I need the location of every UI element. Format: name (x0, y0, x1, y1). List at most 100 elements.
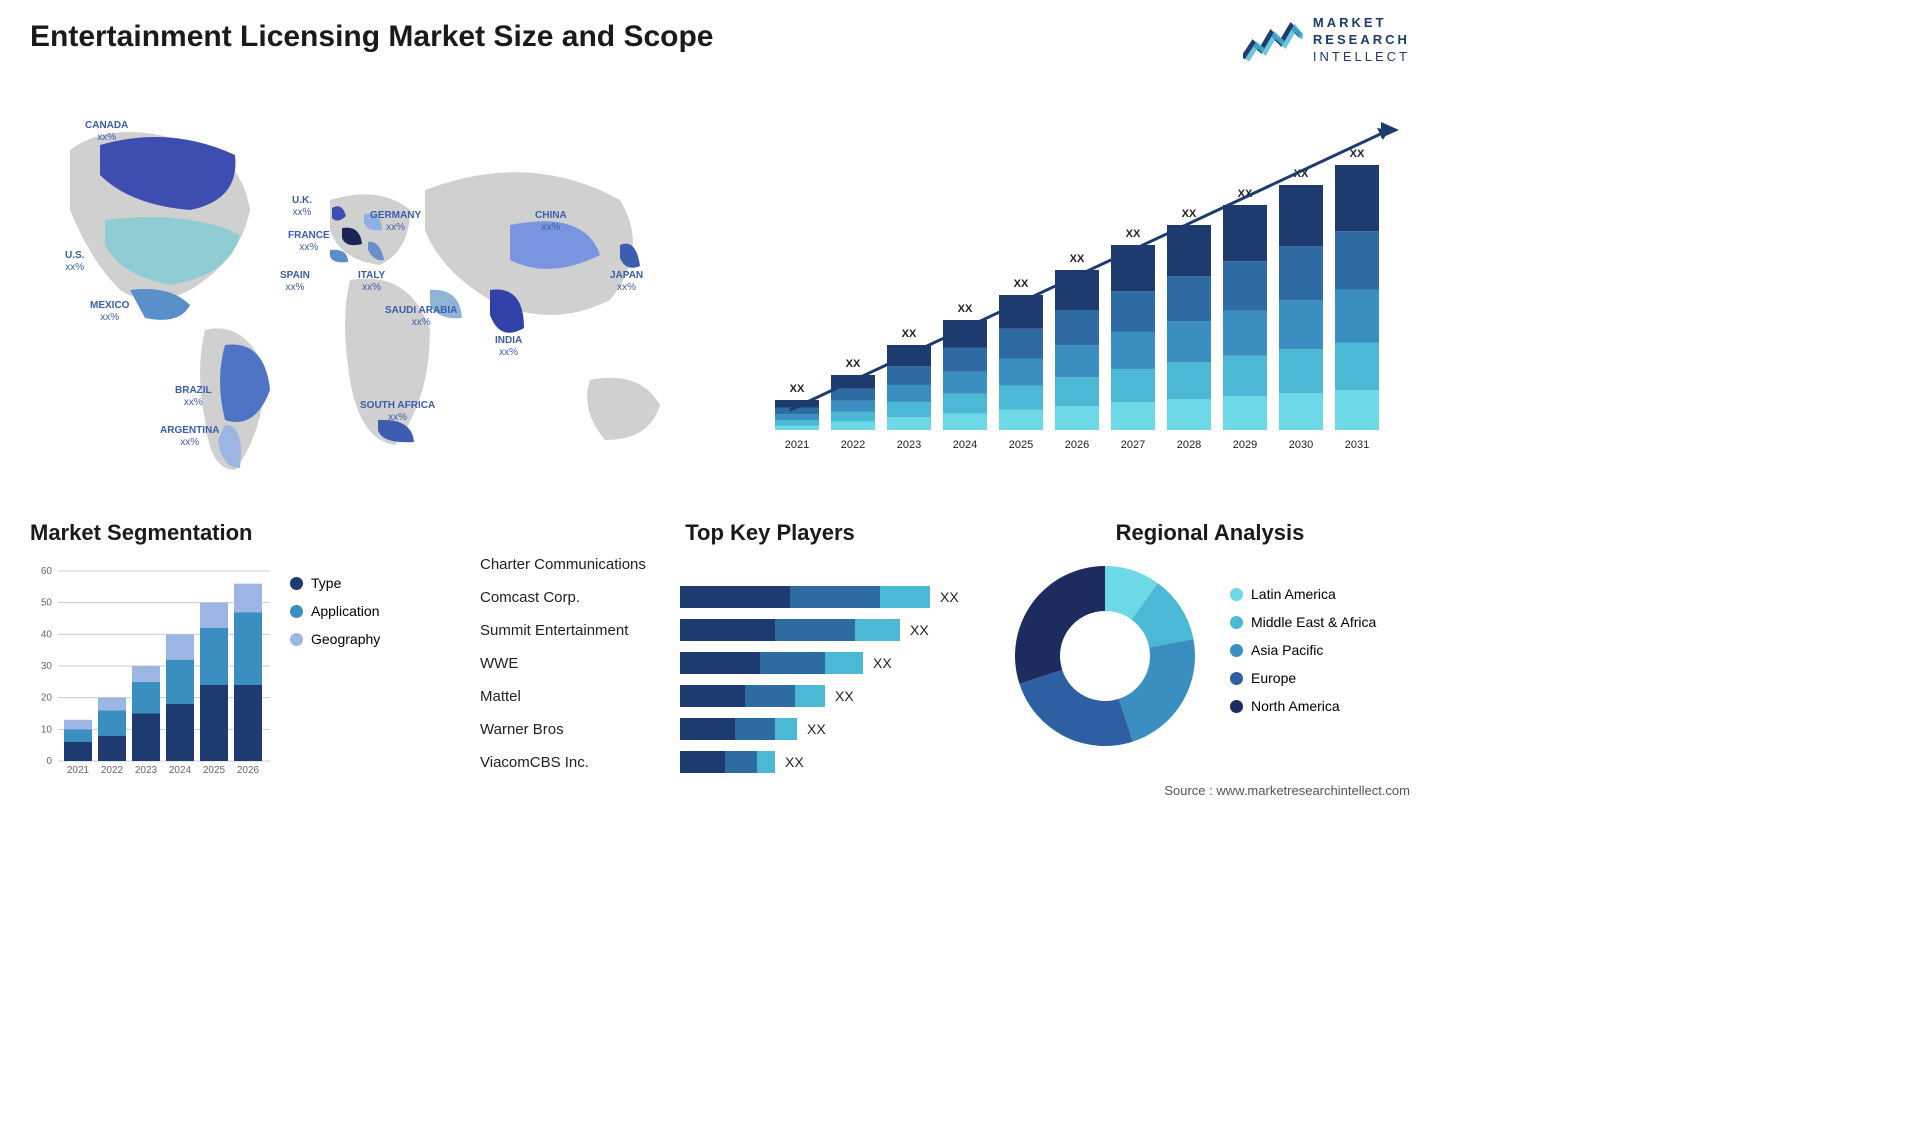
segmentation-svg: 0 10 20 30 40 50 60 2021 2022 2023 2024 2025 2026 (30, 561, 270, 781)
svg-text:XX: XX (1350, 148, 1365, 160)
regional-section: Regional Analysis Latin America Middle Ea… (1010, 520, 1410, 751)
map-label: BRAZILxx% (175, 385, 212, 409)
player-row: Charter Communications (480, 549, 980, 579)
segmentation-legend: Type Application Geography (290, 575, 380, 659)
map-label: JAPANxx% (610, 270, 643, 294)
growth-svg: XX 2021 XX 2022 XX 2023 XX 2024 XX 2025 XX 2026 XX 20… (760, 100, 1400, 470)
map-label: CHINAxx% (535, 210, 567, 234)
svg-text:2022: 2022 (841, 439, 865, 451)
player-name: ViacomCBS Inc. (480, 754, 680, 771)
map-label: GERMANYxx% (370, 210, 421, 234)
svg-text:20: 20 (41, 693, 53, 704)
player-row: Summit Entertainment XX (480, 615, 980, 645)
svg-text:XX: XX (1182, 208, 1197, 220)
svg-text:XX: XX (958, 303, 973, 315)
player-name: Summit Entertainment (480, 622, 680, 639)
svg-text:2025: 2025 (203, 765, 226, 776)
segmentation-section: Market Segmentation 0 10 20 30 40 50 60 2021 202… (30, 520, 450, 781)
svg-text:2027: 2027 (1121, 439, 1145, 451)
map-label: ARGENTINAxx% (160, 425, 219, 449)
growth-bar-chart: XX 2021 XX 2022 XX 2023 XX 2024 XX 2025 XX 2026 XX 20… (760, 100, 1400, 470)
regional-legend: Latin America Middle East & Africa Asia Pa… (1230, 586, 1376, 726)
regional-title: Regional Analysis (1010, 520, 1410, 546)
svg-text:2021: 2021 (67, 765, 90, 776)
svg-text:2031: 2031 (1345, 439, 1369, 451)
svg-text:2029: 2029 (1233, 439, 1257, 451)
player-bar (680, 586, 930, 608)
player-name: Warner Bros (480, 721, 680, 738)
map-label: ITALYxx% (358, 270, 385, 294)
player-name: Comcast Corp. (480, 589, 680, 606)
legend-item: Europe (1230, 670, 1376, 686)
svg-text:2025: 2025 (1009, 439, 1033, 451)
world-map: CANADAxx% U.S.xx% MEXICOxx% BRAZILxx% ARGENT… (30, 90, 700, 490)
player-value: XX (873, 655, 892, 671)
player-row: WWE XX (480, 648, 980, 678)
svg-text:2024: 2024 (953, 439, 977, 451)
map-label: SAUDI ARABIAxx% (385, 305, 457, 329)
legend-item: Latin America (1230, 586, 1376, 602)
player-bar (680, 751, 775, 773)
svg-text:XX: XX (1126, 228, 1141, 240)
source-text: Source : www.marketresearchintellect.com (1164, 783, 1410, 798)
player-value: XX (785, 754, 804, 770)
key-players-section: Top Key Players Charter Communications Co… (480, 520, 980, 777)
map-label: CANADAxx% (85, 120, 128, 144)
svg-text:2021: 2021 (785, 439, 809, 451)
donut-chart (1010, 561, 1200, 751)
map-label: MEXICOxx% (90, 300, 129, 324)
legend-item: Middle East & Africa (1230, 614, 1376, 630)
svg-text:40: 40 (41, 629, 53, 640)
page-title: Entertainment Licensing Market Size and … (30, 20, 714, 54)
brand-logo: MARKET RESEARCH INTELLECT (1243, 15, 1410, 66)
svg-text:50: 50 (41, 598, 53, 609)
svg-text:XX: XX (846, 358, 861, 370)
player-row: Warner Bros XX (480, 714, 980, 744)
svg-text:XX: XX (790, 383, 805, 395)
svg-text:2026: 2026 (237, 765, 260, 776)
svg-text:2023: 2023 (897, 439, 921, 451)
player-value: XX (910, 622, 929, 638)
player-value: XX (835, 688, 854, 704)
svg-text:2030: 2030 (1289, 439, 1313, 451)
legend-item: Geography (290, 631, 380, 647)
logo-icon (1243, 18, 1303, 63)
player-bar (680, 685, 825, 707)
player-value: XX (807, 721, 826, 737)
legend-item: Application (290, 603, 380, 619)
player-bar (680, 652, 863, 674)
legend-item: North America (1230, 698, 1376, 714)
svg-text:2022: 2022 (101, 765, 124, 776)
player-row: ViacomCBS Inc. XX (480, 747, 980, 777)
logo-text: MARKET RESEARCH INTELLECT (1313, 15, 1410, 66)
legend-item: Asia Pacific (1230, 642, 1376, 658)
player-name: WWE (480, 655, 680, 672)
legend-item: Type (290, 575, 380, 591)
player-bar (680, 718, 797, 740)
svg-text:0: 0 (46, 756, 52, 767)
player-name: Mattel (480, 688, 680, 705)
segmentation-title: Market Segmentation (30, 520, 450, 546)
segmentation-chart: 0 10 20 30 40 50 60 2021 2022 2023 2024 2025 2026 (30, 561, 270, 781)
svg-text:10: 10 (41, 724, 53, 735)
map-label: U.S.xx% (65, 250, 84, 274)
svg-text:2024: 2024 (169, 765, 192, 776)
map-label: FRANCExx% (288, 230, 330, 254)
svg-text:XX: XX (1070, 253, 1085, 265)
player-row: Comcast Corp. XX (480, 582, 980, 612)
svg-text:2026: 2026 (1065, 439, 1089, 451)
map-label: SPAINxx% (280, 270, 310, 294)
svg-text:2023: 2023 (135, 765, 158, 776)
svg-text:XX: XX (902, 328, 917, 340)
player-name: Charter Communications (480, 556, 680, 573)
player-bar (680, 619, 900, 641)
map-label: SOUTH AFRICAxx% (360, 400, 435, 424)
map-label: INDIAxx% (495, 335, 522, 359)
svg-text:30: 30 (41, 661, 53, 672)
player-value: XX (940, 589, 959, 605)
svg-text:60: 60 (41, 566, 53, 577)
svg-text:2028: 2028 (1177, 439, 1201, 451)
map-label: U.K.xx% (292, 195, 312, 219)
player-row: Mattel XX (480, 681, 980, 711)
players-title: Top Key Players (560, 520, 980, 546)
